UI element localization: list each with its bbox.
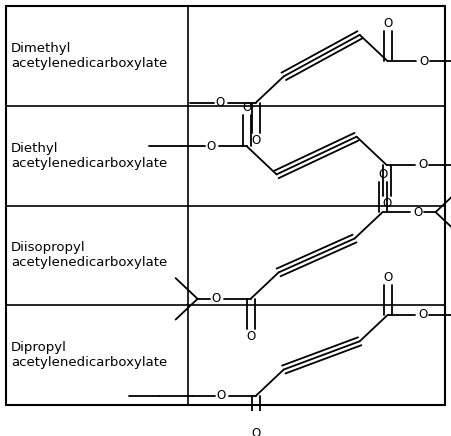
Text: O: O [211,292,220,305]
Text: O: O [378,168,387,181]
Text: O: O [383,17,392,30]
Text: O: O [418,308,428,321]
Text: O: O [383,271,392,284]
Text: O: O [216,389,226,402]
Text: O: O [251,134,260,147]
Text: Dimethyl
acetylenedicarboxylate: Dimethyl acetylenedicarboxylate [11,41,167,70]
Text: Dipropyl
acetylenedicarboxylate: Dipropyl acetylenedicarboxylate [11,341,167,369]
Text: Diethyl
acetylenedicarboxylate: Diethyl acetylenedicarboxylate [11,142,167,170]
Text: O: O [413,206,422,218]
Text: O: O [206,140,215,153]
Text: O: O [242,101,251,114]
Text: O: O [215,96,224,109]
Text: Diisopropyl
acetylenedicarboxylate: Diisopropyl acetylenedicarboxylate [11,242,167,269]
Text: O: O [251,427,260,436]
Text: O: O [418,158,427,171]
Text: O: O [382,197,391,210]
Text: O: O [246,330,255,343]
Text: O: O [419,55,428,68]
